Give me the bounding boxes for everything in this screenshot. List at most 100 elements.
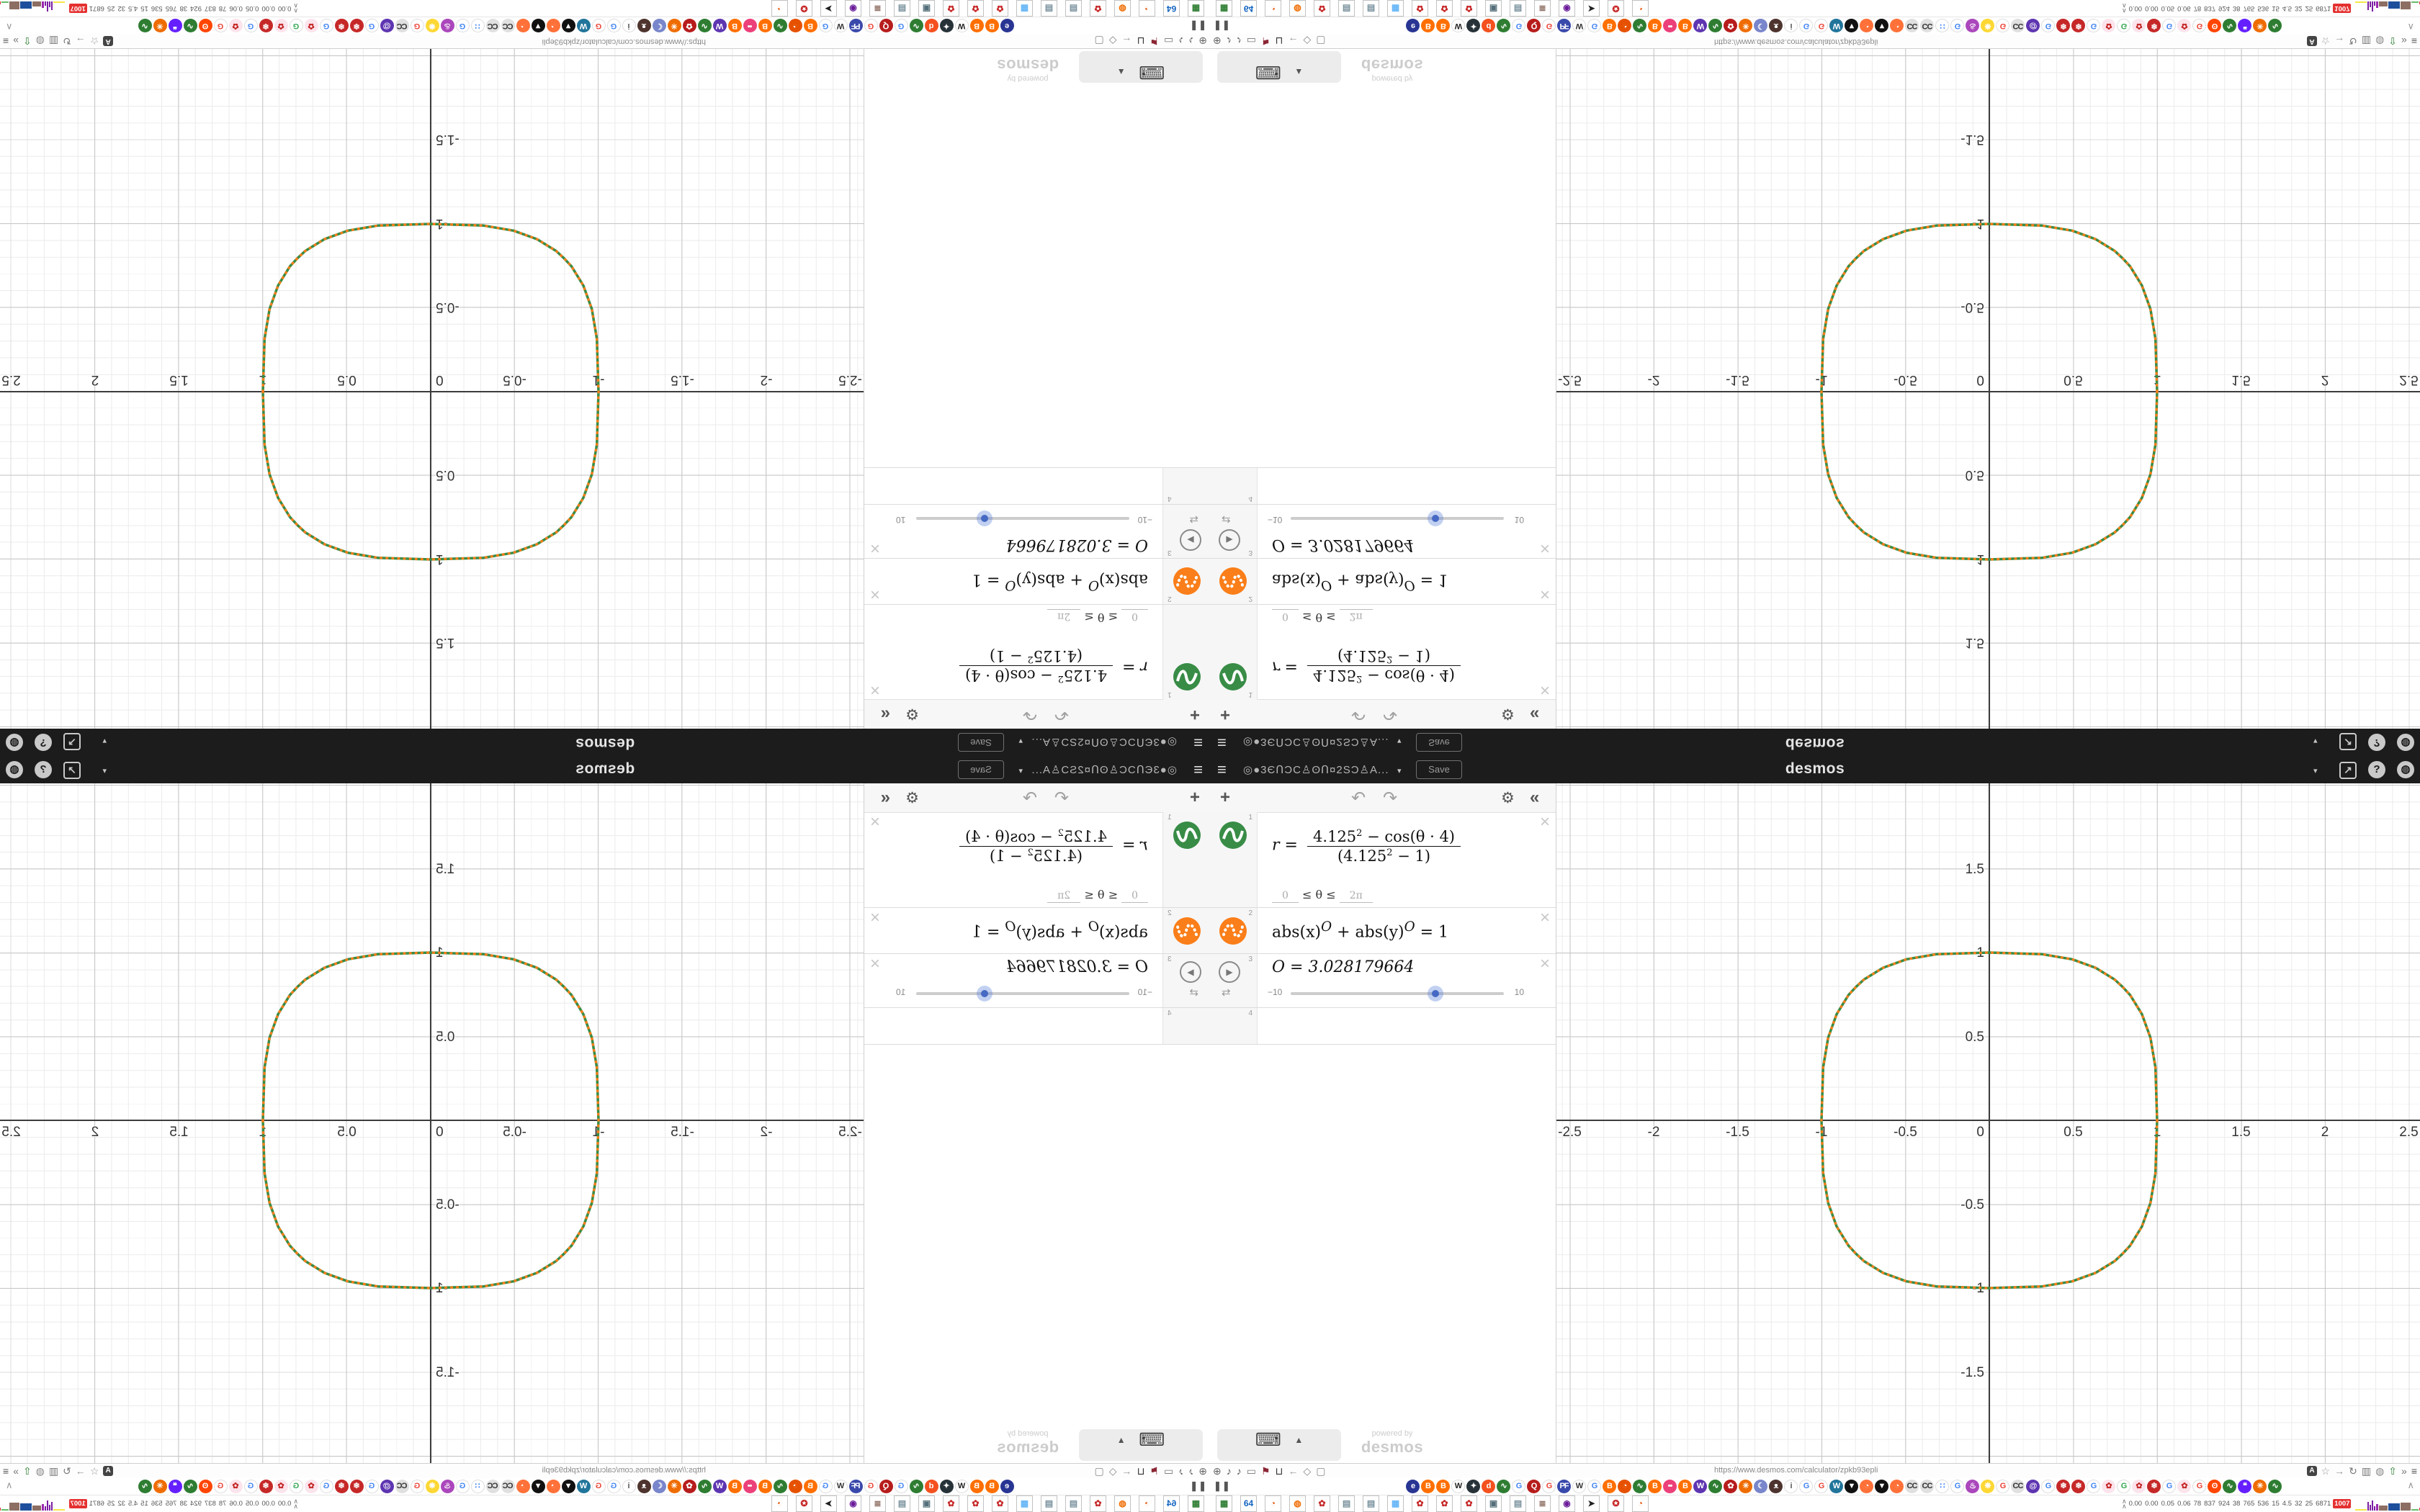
dock-tile[interactable]: ✿ bbox=[1314, 0, 1330, 17]
favicon[interactable]: ❄ bbox=[2147, 19, 2161, 32]
favicon[interactable]: ◔ bbox=[789, 1480, 802, 1493]
chevrons-icon[interactable]: » bbox=[13, 1465, 19, 1477]
dock-tile[interactable]: ✿ bbox=[992, 0, 1008, 17]
favicon[interactable]: ✳ bbox=[668, 1480, 681, 1493]
favicon[interactable]: Q bbox=[879, 1480, 893, 1493]
favicon[interactable]: W bbox=[1693, 19, 1707, 32]
slider-max-label[interactable]: 10 bbox=[1514, 515, 1524, 525]
empty-expression-row[interactable]: 4 bbox=[1210, 467, 1556, 504]
slider-track[interactable] bbox=[1291, 510, 1504, 526]
favicon[interactable]: G bbox=[2117, 1480, 2130, 1493]
slider-loop-icon[interactable]: ⇄ bbox=[1222, 986, 1231, 999]
favicon[interactable]: ❄ bbox=[350, 1480, 364, 1493]
favicon[interactable]: G bbox=[864, 1480, 878, 1493]
favicon[interactable]: ✳ bbox=[668, 19, 681, 32]
redo-icon[interactable]: ↷ bbox=[1022, 704, 1037, 724]
note-icon[interactable]: ♪ bbox=[1178, 1465, 1184, 1477]
slider-thumb[interactable] bbox=[977, 986, 993, 1002]
collapse-chevron-icon[interactable]: ∧ bbox=[6, 22, 13, 32]
star-icon[interactable]: ☆ bbox=[2321, 35, 2331, 47]
keyboard-toggle-button[interactable]: ⌨ ▲ bbox=[1079, 51, 1203, 83]
dock-tile[interactable]: ✪ bbox=[796, 0, 812, 17]
pin-icon[interactable]: ⚑ bbox=[1260, 1465, 1270, 1477]
expression-icon-cell[interactable]: 2 bbox=[1210, 559, 1258, 604]
dock-tile[interactable]: ✿ bbox=[1436, 0, 1453, 17]
graph-settings-gear-icon[interactable]: ⚙ bbox=[1501, 790, 1515, 806]
dock-tile[interactable]: ◔ bbox=[771, 1495, 788, 1512]
favicon[interactable]: ∿ bbox=[184, 19, 197, 32]
collapse-panel-icon[interactable]: « bbox=[1530, 705, 1540, 724]
slider-thumb[interactable] bbox=[1427, 986, 1443, 1002]
favicon[interactable]: ❝ bbox=[169, 1480, 182, 1493]
expression-latex[interactable]: r = 4.1252 − cos(θ · 4) (4.1252 − 1) bbox=[1272, 828, 1461, 865]
slider-max-label[interactable]: 10 bbox=[896, 515, 906, 525]
folder-icon[interactable]: ▭ bbox=[1246, 1465, 1256, 1477]
favicon[interactable]: B bbox=[1436, 19, 1450, 32]
favicon[interactable]: B bbox=[804, 1480, 817, 1493]
chevrons-icon[interactable]: » bbox=[13, 35, 19, 47]
favicon[interactable]: ∷ bbox=[471, 1480, 485, 1493]
domain-restriction[interactable]: 0 ≤ θ ≤ 2π bbox=[1272, 609, 1373, 624]
favicon[interactable]: B bbox=[985, 19, 999, 32]
favicon[interactable]: G bbox=[819, 1480, 833, 1493]
favicon[interactable]: @ bbox=[2026, 19, 2040, 32]
slider-track[interactable] bbox=[916, 510, 1129, 526]
expression-icon-cell[interactable]: 1 bbox=[1210, 605, 1258, 700]
share-caret-icon[interactable]: ▾ bbox=[2313, 737, 2318, 745]
globe-icon[interactable]: ⊕ bbox=[1213, 1465, 1222, 1477]
slider-expression-row[interactable]: 3 ▶ ⇄ O = 3.028179664 −10 10 × bbox=[1210, 504, 1556, 558]
favicon[interactable]: G bbox=[365, 1480, 379, 1493]
favicon[interactable]: PF bbox=[1557, 1480, 1571, 1493]
favicon[interactable]: ∿ bbox=[910, 19, 923, 32]
stats-chevron-icon[interactable]: ∧ ∧ bbox=[2122, 1497, 2127, 1510]
favicon[interactable]: B bbox=[1436, 1480, 1450, 1493]
expression-row[interactable]: 2 abs(x)O + abs(y)O = 1 × bbox=[1210, 908, 1556, 954]
star-icon[interactable]: ☆ bbox=[89, 35, 99, 47]
favicon[interactable]: B bbox=[1603, 19, 1616, 32]
help-icon[interactable]: ? bbox=[35, 734, 52, 751]
dock-tile[interactable]: ▦ bbox=[1188, 1495, 1204, 1512]
favicon[interactable]: CC bbox=[501, 1480, 515, 1493]
superellipse-orange-icon[interactable] bbox=[1173, 567, 1201, 595]
dock-tile[interactable]: ▣ bbox=[918, 0, 935, 17]
expression-icon-cell[interactable]: 1 bbox=[1162, 812, 1210, 907]
favicon[interactable]: ∿ bbox=[774, 19, 787, 32]
note-icon[interactable]: ♪ bbox=[1226, 1465, 1232, 1477]
slider-play-icon[interactable]: ▶ bbox=[1219, 961, 1240, 983]
favicon[interactable]: ✿ bbox=[305, 1480, 318, 1493]
favicon[interactable]: ✿ bbox=[1724, 1480, 1737, 1493]
dock-tile[interactable]: ▤ bbox=[1363, 1495, 1379, 1512]
favicon[interactable]: G bbox=[2087, 1480, 2100, 1493]
favicon[interactable]: ▼ bbox=[1845, 1480, 1858, 1493]
undo-icon[interactable]: ↶ bbox=[1351, 704, 1366, 724]
dock-tile[interactable]: ◔ bbox=[1265, 0, 1281, 17]
favicon[interactable]: ᴥ bbox=[637, 1480, 651, 1493]
favicon[interactable]: ∿ bbox=[2223, 19, 2236, 32]
favicon[interactable]: G bbox=[320, 1480, 333, 1493]
dock-tile[interactable]: 64 bbox=[1240, 1495, 1257, 1512]
delete-expression-icon[interactable]: × bbox=[1539, 908, 1550, 927]
dock-tile[interactable]: ✿ bbox=[1461, 1495, 1477, 1512]
favicon[interactable]: ʘ bbox=[2208, 1480, 2221, 1493]
favicon[interactable]: ✿ bbox=[683, 19, 696, 32]
forward-icon[interactable]: → bbox=[75, 35, 86, 47]
favicon[interactable]: ◔ bbox=[1890, 1480, 1904, 1493]
favicon[interactable]: G bbox=[1587, 1480, 1601, 1493]
favicon[interactable]: PF bbox=[849, 19, 863, 32]
favicon[interactable]: ✿ bbox=[683, 1480, 696, 1493]
favicon[interactable]: ❝ bbox=[169, 19, 182, 32]
expression-latex[interactable]: r = 4.1252 − cos(θ · 4) (4.1252 − 1) bbox=[1272, 647, 1461, 684]
favicon[interactable]: ✿ bbox=[2132, 1480, 2146, 1493]
expression-latex[interactable]: r = 4.1252 − cos(θ · 4) (4.1252 − 1) bbox=[959, 647, 1148, 684]
dock-tile[interactable]: ◉ bbox=[1559, 0, 1575, 17]
globe-gray-icon[interactable]: ◍ bbox=[2375, 1465, 2385, 1477]
dock-tile[interactable]: ✿ bbox=[1314, 1495, 1330, 1512]
dock-tile[interactable]: ▦ bbox=[1016, 1495, 1033, 1512]
favicon[interactable]: ᴥ bbox=[1769, 19, 1783, 32]
favicon[interactable]: W bbox=[577, 19, 591, 32]
archive-icon[interactable]: ▥ bbox=[2361, 1465, 2372, 1477]
favicon[interactable]: i bbox=[1784, 1480, 1798, 1493]
empty-expression-row[interactable]: 4 bbox=[864, 467, 1210, 504]
favicon[interactable]: ∿ bbox=[2268, 19, 2282, 32]
favicon[interactable]: ❄ bbox=[335, 19, 349, 32]
